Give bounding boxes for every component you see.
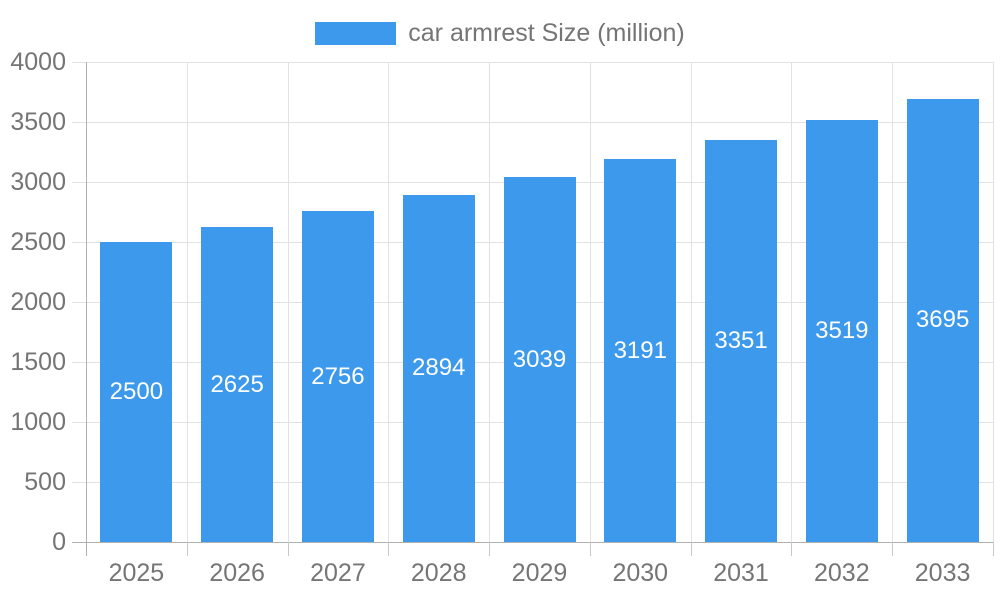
legend-label: car armrest Size (million) [408,19,685,47]
bar-value-label: 2500 [109,378,164,405]
bar-2025 [100,242,173,542]
bar-2032 [805,119,878,542]
x-tick-label: 2027 [310,559,366,587]
y-tick-label: 1500 [10,348,66,376]
x-tick-label: 2026 [209,559,265,587]
bar-value-label: 2756 [311,362,365,390]
axis-tick [690,542,692,556]
grid-line-h [72,62,993,63]
axis-tick [589,542,591,556]
grid-line-v [388,62,390,542]
x-tick-label: 2025 [108,559,165,587]
bar-value-label: 3695 [915,306,970,334]
y-tick-label: 500 [24,468,66,496]
grid-line-v [489,62,491,542]
x-tick-label: 2031 [713,559,769,587]
bar-value-label: 3351 [714,326,768,354]
axis-tick [489,542,491,556]
bar-2033 [906,98,979,542]
grid-line-h [72,122,993,123]
axis-tick [186,542,188,556]
grid-line-h [72,542,993,543]
x-tick-label: 2030 [612,559,669,587]
axis-tick [791,542,793,556]
grid-line-v [791,62,793,542]
bar-2029 [503,177,576,542]
grid-line-v [589,62,591,542]
legend-swatch [315,21,397,45]
y-tick-label: 2000 [10,288,66,316]
grid-line-v [892,62,894,542]
axis-tick [287,542,289,556]
legend: car armrest Size (million) [0,18,1000,48]
axis-tick [86,542,87,556]
y-tick-label: 2500 [10,228,66,256]
axis-tick [993,542,994,556]
y-axis-line [86,62,87,543]
x-tick-label: 2028 [410,559,467,587]
bar-value-label: 2625 [210,370,264,398]
y-tick-label: 0 [52,528,66,556]
bar-value-label: 3191 [613,336,667,364]
bar-value-label: 2894 [412,354,466,382]
y-tick-label: 4000 [10,48,66,76]
y-tick-label: 3000 [10,168,66,196]
axis-tick [892,542,894,556]
x-tick-label: 2032 [814,559,870,587]
bar-2028 [402,194,475,542]
y-tick-label: 1000 [10,408,66,436]
grid-line-v [690,62,692,542]
y-tick-label: 3500 [10,108,66,136]
axis-tick [388,542,390,556]
grid-line-v [287,62,289,542]
bar-2027 [301,211,374,542]
grid-line-v [186,62,188,542]
bar-2026 [201,227,274,542]
x-tick-label: 2029 [511,559,568,587]
bar-value-label: 3519 [815,316,869,344]
grid-line-v [993,62,994,542]
bar-value-label: 3039 [512,345,567,373]
bar-2031 [705,139,778,542]
bar-2030 [604,159,677,542]
x-tick-label: 2033 [914,559,971,587]
